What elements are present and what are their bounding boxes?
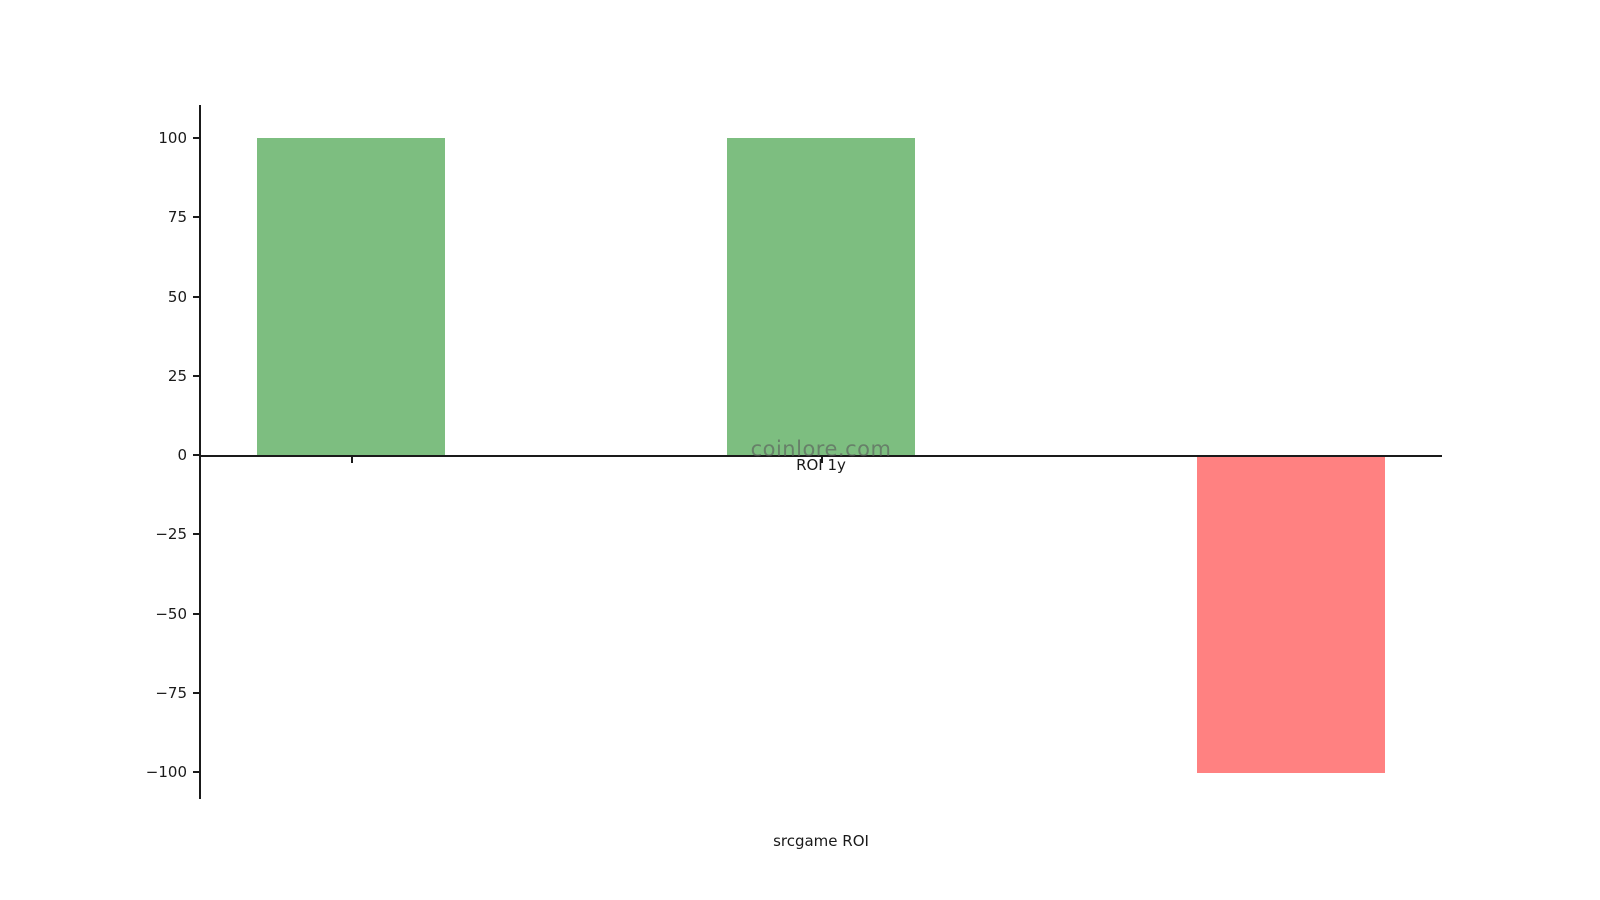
x-tick-mark [821, 456, 823, 463]
y-tick-mark [193, 454, 199, 456]
x-axis-title: srcgame ROI [773, 832, 869, 850]
y-tick-mark [193, 296, 199, 298]
bar-1-positive [257, 138, 445, 455]
y-tick-label: 50 [167, 288, 187, 306]
x-tick-mark [351, 456, 353, 463]
y-tick-mark [193, 771, 199, 773]
y-tick-mark [193, 375, 199, 377]
y-tick-mark [193, 216, 199, 218]
watermark-text: coinlore.com [750, 437, 892, 461]
bar-3-negative [1197, 456, 1385, 773]
y-tick-mark [193, 533, 199, 535]
y-tick-mark [193, 613, 199, 615]
y-tick-label: −75 [155, 684, 187, 702]
y-tick-label: −50 [155, 605, 187, 623]
y-axis-spine [199, 105, 201, 799]
y-tick-label: −25 [155, 525, 187, 543]
y-tick-label: 75 [167, 208, 187, 226]
y-tick-label: 0 [177, 446, 187, 464]
x-category-label: ROI 1y [796, 456, 846, 474]
y-tick-label: −100 [145, 763, 187, 781]
y-tick-label: 25 [167, 367, 187, 385]
y-tick-mark [193, 692, 199, 694]
x-axis-zero-line [199, 455, 1442, 457]
bar-2-positive [727, 138, 915, 455]
y-tick-mark [193, 137, 199, 139]
y-tick-label: 100 [158, 129, 187, 147]
